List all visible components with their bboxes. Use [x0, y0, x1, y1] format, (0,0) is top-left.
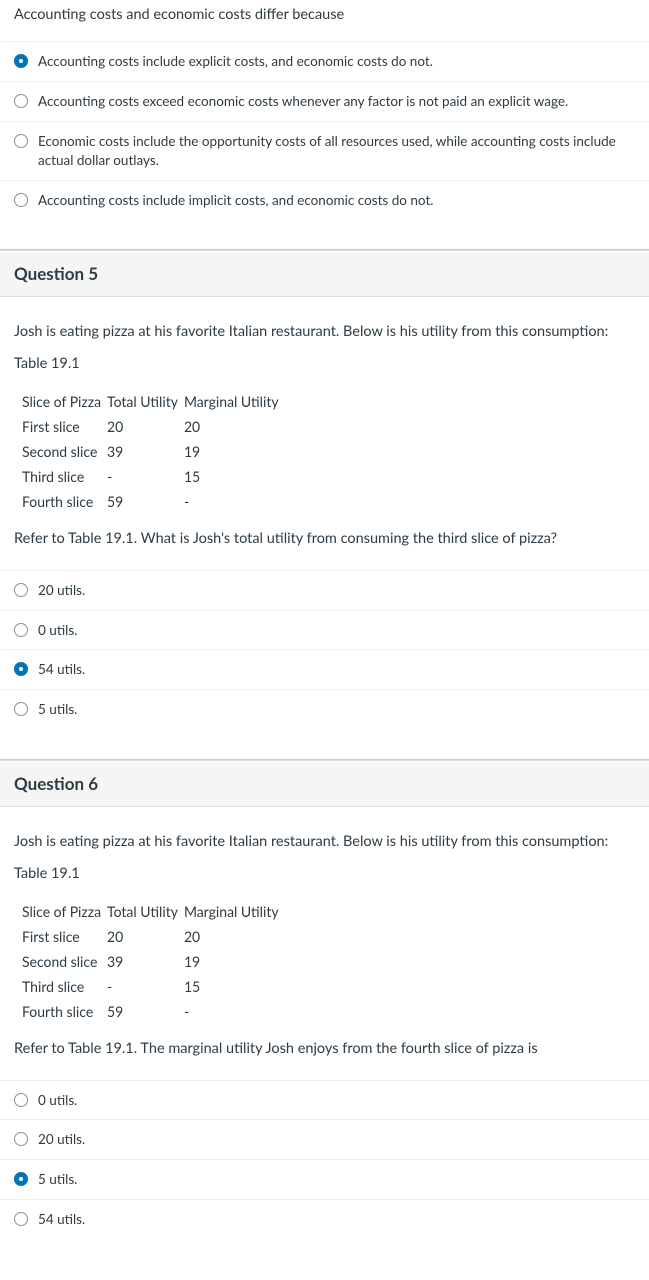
question-4-fragment: Accounting costs and economic costs diff…: [0, 0, 649, 219]
answer-option[interactable]: 54 utils.: [0, 650, 649, 690]
table-row: Fourth slice59-: [22, 999, 285, 1024]
answer-option[interactable]: 20 utils.: [0, 571, 649, 611]
table-header: Slice of Pizza: [22, 389, 107, 414]
radio-icon: [14, 702, 28, 716]
radio-icon: [14, 134, 28, 148]
question-6: Question 6 Josh is eating pizza at his f…: [0, 759, 649, 1239]
answer-options: 0 utils. 20 utils. 5 utils. 54 utils.: [0, 1080, 649, 1240]
question-followup: Refer to Table 19.1. The marginal utilit…: [14, 1038, 635, 1060]
question-intro: Josh is eating pizza at his favorite Ita…: [14, 831, 635, 853]
radio-icon: [14, 1093, 28, 1107]
answer-option[interactable]: 54 utils.: [0, 1200, 649, 1239]
radio-icon: [14, 1212, 28, 1226]
answer-option[interactable]: 0 utils.: [0, 1081, 649, 1121]
radio-icon: [14, 623, 28, 637]
table-row: Second slice3919: [22, 949, 285, 974]
option-text: Accounting costs include implicit costs,…: [38, 191, 433, 210]
table-row: Third slice-15: [22, 974, 285, 999]
option-text: 0 utils.: [38, 1091, 77, 1110]
option-text: Accounting costs include explicit costs,…: [38, 52, 433, 71]
radio-icon: [14, 583, 28, 597]
table-label: Table 19.1: [14, 863, 635, 885]
option-text: 54 utils.: [38, 1210, 85, 1229]
option-text: Economic costs include the opportunity c…: [38, 132, 635, 170]
answer-option[interactable]: Accounting costs include explicit costs,…: [0, 42, 649, 82]
table-row: Second slice3919: [22, 439, 285, 464]
answer-options: 20 utils. 0 utils. 54 utils. 5 utils.: [0, 570, 649, 730]
radio-icon: [14, 193, 28, 207]
radio-icon: [14, 54, 28, 68]
table-row: First slice2020: [22, 924, 285, 949]
table-row: First slice2020: [22, 414, 285, 439]
radio-icon: [14, 1132, 28, 1146]
radio-icon: [14, 1172, 28, 1186]
option-text: 20 utils.: [38, 581, 85, 600]
question-followup: Refer to Table 19.1. What is Josh's tota…: [14, 528, 635, 550]
table-row: Fourth slice59-: [22, 489, 285, 514]
option-text: Accounting costs exceed economic costs w…: [38, 92, 568, 111]
answer-option[interactable]: 0 utils.: [0, 611, 649, 651]
utility-table: Slice of Pizza Total Utility Marginal Ut…: [22, 389, 285, 514]
question-body: Josh is eating pizza at his favorite Ita…: [0, 807, 649, 1073]
question-5: Question 5 Josh is eating pizza at his f…: [0, 249, 649, 729]
table-header: Slice of Pizza: [22, 899, 107, 924]
question-intro: Josh is eating pizza at his favorite Ita…: [14, 321, 635, 343]
option-text: 20 utils.: [38, 1130, 85, 1149]
utility-table: Slice of Pizza Total Utility Marginal Ut…: [22, 899, 285, 1024]
answer-option[interactable]: Economic costs include the opportunity c…: [0, 122, 649, 181]
option-text: 54 utils.: [38, 660, 85, 679]
answer-option[interactable]: 5 utils.: [0, 1160, 649, 1200]
table-header: Total Utility: [107, 899, 184, 924]
option-text: 5 utils.: [38, 1170, 77, 1189]
question-body: Josh is eating pizza at his favorite Ita…: [0, 297, 649, 563]
radio-icon: [14, 662, 28, 676]
table-header: Marginal Utility: [184, 389, 285, 414]
question-prompt: Accounting costs and economic costs diff…: [0, 0, 649, 35]
answer-option[interactable]: Accounting costs include implicit costs,…: [0, 181, 649, 220]
radio-icon: [14, 94, 28, 108]
question-title: Question 6: [0, 760, 649, 807]
table-label: Table 19.1: [14, 353, 635, 375]
table-header: Total Utility: [107, 389, 184, 414]
question-title: Question 5: [0, 250, 649, 297]
answer-option[interactable]: 5 utils.: [0, 690, 649, 729]
table-row: Third slice-15: [22, 464, 285, 489]
option-text: 5 utils.: [38, 700, 77, 719]
option-text: 0 utils.: [38, 621, 77, 640]
answer-option[interactable]: Accounting costs exceed economic costs w…: [0, 82, 649, 122]
table-header: Marginal Utility: [184, 899, 285, 924]
answer-options: Accounting costs include explicit costs,…: [0, 41, 649, 219]
answer-option[interactable]: 20 utils.: [0, 1120, 649, 1160]
